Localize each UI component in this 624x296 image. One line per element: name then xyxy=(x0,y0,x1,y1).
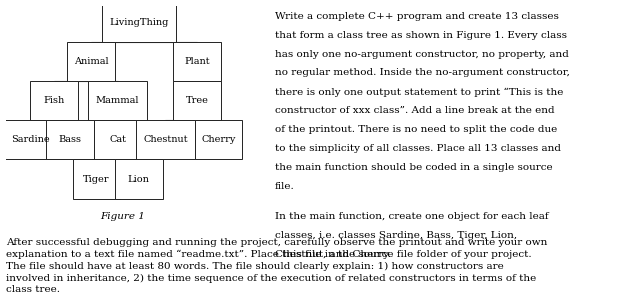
Text: explanation to a text file named “readme.txt”. Place this file in the source fil: explanation to a text file named “readme… xyxy=(6,250,532,259)
FancyBboxPatch shape xyxy=(195,120,242,160)
FancyBboxPatch shape xyxy=(173,81,221,120)
Text: Figure 1: Figure 1 xyxy=(100,212,145,221)
Text: that form a class tree as shown in Figure 1. Every class: that form a class tree as shown in Figur… xyxy=(275,30,567,40)
FancyBboxPatch shape xyxy=(67,42,115,81)
FancyBboxPatch shape xyxy=(72,160,120,199)
Text: Fish: Fish xyxy=(43,96,65,105)
Text: constructor of xxx class”. Add a line break at the end: constructor of xxx class”. Add a line br… xyxy=(275,106,554,115)
FancyBboxPatch shape xyxy=(30,81,78,120)
Text: no regular method. Inside the no-argument constructor,: no regular method. Inside the no-argumen… xyxy=(275,68,570,78)
Text: Chestnut, and Cherry.: Chestnut, and Cherry. xyxy=(275,250,391,259)
FancyBboxPatch shape xyxy=(94,120,142,160)
Text: Sardine: Sardine xyxy=(11,135,49,144)
Text: Write a complete C++ program and create 13 classes: Write a complete C++ program and create … xyxy=(275,12,558,21)
Text: Cherry: Cherry xyxy=(201,135,236,144)
Text: of the printout. There is no need to split the code due: of the printout. There is no need to spl… xyxy=(275,125,557,134)
Text: After successful debugging and running the project, carefully observe the printo: After successful debugging and running t… xyxy=(6,238,548,247)
Text: Lion: Lion xyxy=(128,175,150,184)
FancyBboxPatch shape xyxy=(136,120,195,160)
Text: The file should have at least 80 words. The file should clearly explain: 1) how : The file should have at least 80 words. … xyxy=(6,262,504,271)
Text: Chestnut: Chestnut xyxy=(143,135,188,144)
Text: class tree.: class tree. xyxy=(6,285,61,294)
Text: file.: file. xyxy=(275,182,295,191)
Text: involved in inheritance, 2) the time sequence of the execution of related constr: involved in inheritance, 2) the time seq… xyxy=(6,274,537,283)
Text: the main function should be coded in a single source: the main function should be coded in a s… xyxy=(275,163,552,172)
Text: Bass: Bass xyxy=(59,135,81,144)
Text: Tiger: Tiger xyxy=(83,175,110,184)
FancyBboxPatch shape xyxy=(46,120,94,160)
Text: Tree: Tree xyxy=(186,96,208,105)
Text: has only one no-argument constructor, no property, and: has only one no-argument constructor, no… xyxy=(275,49,568,59)
Text: Cat: Cat xyxy=(109,135,126,144)
FancyBboxPatch shape xyxy=(173,42,221,81)
FancyBboxPatch shape xyxy=(1,120,59,160)
Text: there is only one output statement to print “This is the: there is only one output statement to pr… xyxy=(275,87,563,97)
Text: to the simplicity of all classes. Place all 13 classes and: to the simplicity of all classes. Place … xyxy=(275,144,560,153)
Text: Animal: Animal xyxy=(74,57,109,66)
Text: LivingThing: LivingThing xyxy=(109,17,168,27)
Text: classes, i.e. classes Sardine, Bass, Tiger, Lion,: classes, i.e. classes Sardine, Bass, Tig… xyxy=(275,231,517,240)
Text: Plant: Plant xyxy=(184,57,210,66)
FancyBboxPatch shape xyxy=(115,160,163,199)
Text: In the main function, create one object for each leaf: In the main function, create one object … xyxy=(275,212,548,221)
FancyBboxPatch shape xyxy=(102,2,176,42)
FancyBboxPatch shape xyxy=(89,81,147,120)
Text: Mammal: Mammal xyxy=(96,96,139,105)
